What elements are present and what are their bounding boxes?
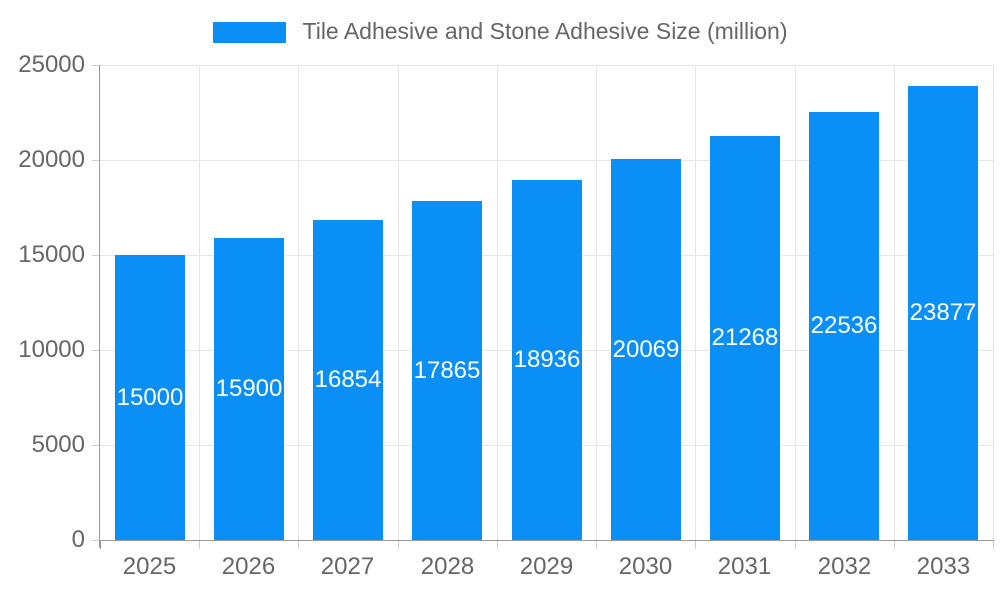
x-axis-tick-mark [298,541,299,549]
bar-2031: 21268 [710,136,780,540]
x-axis-label-2033: 2033 [916,553,971,580]
bar-value-label: 23877 [909,299,977,326]
bar-2029: 18936 [512,180,582,540]
y-axis-tick-mark [92,540,99,541]
y-axis-tick-mark [92,65,99,66]
x-gridline [497,65,498,540]
y-axis-tick-label: 0 [71,526,85,553]
y-axis-line [99,65,100,548]
x-axis-tick-mark [398,541,399,549]
y-axis-tick-label: 25000 [18,51,85,78]
y-gridline [100,65,993,66]
x-gridline [298,65,299,540]
y-axis-tick-mark [92,255,99,256]
x-axis-tick-mark [993,541,994,549]
x-axis-tick-mark [695,541,696,549]
bar-value-label: 20069 [612,335,680,363]
legend-label: Tile Adhesive and Stone Adhesive Size (m… [302,18,788,45]
x-axis-label-2025: 2025 [122,553,177,580]
x-axis-tick-mark [100,541,101,549]
x-gridline [993,65,994,540]
y-axis-tick-mark [92,445,99,446]
bar-2032: 22536 [809,112,879,540]
legend-swatch [212,21,286,43]
x-axis-label-2031: 2031 [717,553,772,580]
x-axis-line [99,540,994,541]
x-axis-label-2032: 2032 [817,553,872,580]
x-axis-tick-mark [894,541,895,549]
x-axis-label-2026: 2026 [221,553,276,580]
y-axis-tick-label: 10000 [18,336,85,363]
bar-2030: 20069 [611,159,681,540]
bar-2028: 17865 [412,201,482,540]
bar-value-label: 18936 [513,346,581,373]
chart-legend: Tile Adhesive and Stone Adhesive Size (m… [0,14,1000,50]
x-axis-label-2027: 2027 [320,553,375,580]
x-gridline [398,65,399,540]
x-gridline [894,65,895,540]
x-axis-tick-mark [596,541,597,549]
bar-2025: 15000 [115,255,185,540]
bar-value-label: 15900 [215,375,283,402]
x-gridline [199,65,200,540]
x-axis-label-2029: 2029 [519,553,574,580]
x-gridline [795,65,796,540]
x-gridline [596,65,597,540]
y-axis-tick-label: 20000 [18,146,85,173]
y-axis-tick-label: 15000 [18,241,85,268]
bar-value-label: 22536 [810,312,878,339]
x-axis-tick-mark [199,541,200,549]
bar-2033: 23877 [908,86,978,540]
y-axis-tick-mark [92,160,99,161]
bar-2026: 15900 [214,238,284,540]
bar-value-label: 15000 [116,383,184,411]
y-gridline [100,160,993,161]
y-axis-tick-mark [92,350,99,351]
x-axis-tick-mark [497,541,498,549]
x-axis-tick-mark [795,541,796,549]
bar-value-label: 21268 [711,324,779,351]
plot-area: 15000 15900 16854 17865 18936 20069 21268 22536… [100,65,994,540]
x-axis-label-2028: 2028 [420,553,475,580]
y-axis-tick-label: 5000 [31,431,85,458]
bar-value-label: 17865 [413,356,481,384]
x-axis-label-2030: 2030 [618,553,673,580]
bar-value-label: 16854 [314,366,382,393]
bar-2027: 16854 [313,220,383,540]
x-gridline [695,65,696,540]
